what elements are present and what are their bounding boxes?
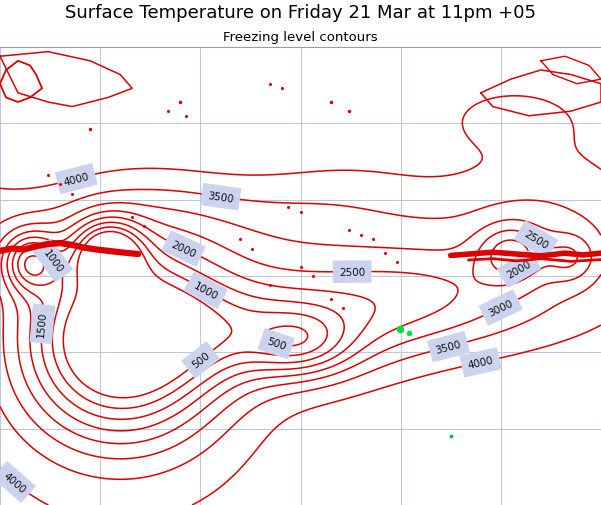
- Text: 2500: 2500: [522, 229, 550, 251]
- Text: 2000: 2000: [505, 259, 533, 280]
- Text: Freezing level contours: Freezing level contours: [223, 31, 378, 44]
- Text: 3000: 3000: [487, 298, 514, 318]
- Text: 3500: 3500: [207, 190, 234, 204]
- Text: Surface Temperature on Friday 21 Mar at 11pm +05: Surface Temperature on Friday 21 Mar at …: [65, 5, 536, 22]
- Text: 2500: 2500: [339, 267, 365, 277]
- Text: 4000: 4000: [63, 171, 90, 187]
- Text: 500: 500: [266, 336, 287, 352]
- Text: 3500: 3500: [435, 339, 462, 355]
- Text: 500: 500: [190, 350, 212, 370]
- Text: 1500: 1500: [36, 311, 49, 338]
- Text: 4000: 4000: [467, 355, 495, 371]
- Text: 2000: 2000: [169, 239, 198, 259]
- Text: 4000: 4000: [1, 470, 27, 494]
- Text: 1000: 1000: [41, 247, 65, 274]
- Text: 1000: 1000: [192, 280, 219, 301]
